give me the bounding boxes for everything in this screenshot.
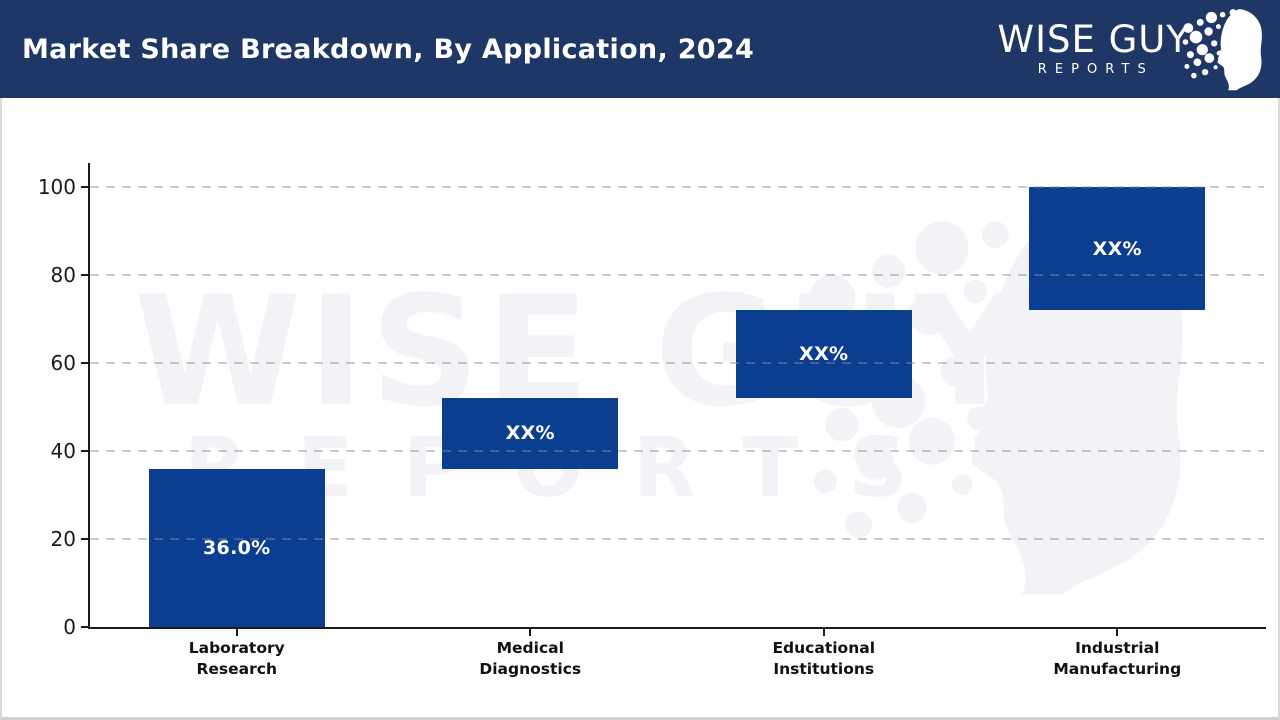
x-axis-category-line: Medical	[496, 639, 564, 657]
bar-segment: XX%	[735, 310, 912, 399]
y-axis-tick-label: 100	[37, 174, 76, 199]
x-axis-category-label: Educational Institutions	[677, 638, 971, 680]
y-axis-tick	[81, 449, 88, 452]
brand-logo: WISE GUY REPORTS	[998, 7, 1266, 91]
y-axis-spine	[88, 163, 90, 629]
chart-title: Market Share Breakdown, By Application, …	[22, 33, 755, 65]
x-axis-category-line: Manufacturing	[1053, 660, 1182, 678]
y-axis-tick	[81, 185, 88, 188]
x-axis-category-label: Laboratory Research	[90, 638, 384, 680]
x-axis-tick	[822, 629, 825, 636]
bar-segment: 36.0%	[148, 468, 325, 627]
y-axis-tick-label: 0	[63, 615, 76, 639]
x-axis-tick	[1116, 629, 1119, 636]
y-axis-tick	[81, 273, 88, 276]
gridline-60	[90, 361, 1264, 364]
y-axis-tick-label: 40	[50, 438, 76, 463]
x-axis-category-line: Research	[196, 660, 277, 678]
chart-area: WISE GUY REPORTS 02040608010036.0%Labora…	[0, 98, 1280, 720]
y-axis-tick	[81, 537, 88, 540]
x-axis-category-line: Industrial	[1075, 639, 1160, 657]
x-axis-category-line: Diagnostics	[479, 660, 582, 678]
gridline-100	[90, 185, 1264, 188]
x-axis-category-line: Laboratory	[188, 639, 285, 657]
x-axis-tick	[529, 629, 532, 636]
y-axis-tick-label: 80	[50, 262, 76, 287]
y-axis-tick-label: 20	[50, 526, 76, 551]
y-axis-tick	[81, 361, 88, 364]
brand-subtitle: REPORTS	[1037, 62, 1154, 77]
brand-logo-text: WISE GUY REPORTS	[998, 21, 1190, 77]
header-banner: Market Share Breakdown, By Application, …	[0, 0, 1280, 98]
x-axis-category-line: Institutions	[773, 660, 875, 678]
x-axis-spine	[88, 627, 1266, 629]
gridline-80	[90, 273, 1264, 276]
y-axis-tick-label: 60	[50, 350, 76, 375]
bar-segment: XX%	[442, 398, 619, 469]
gridline-20	[90, 537, 1264, 540]
bar-value-label: XX%	[1092, 237, 1142, 260]
x-axis-tick	[235, 629, 238, 636]
brand-head-icon	[1182, 7, 1266, 91]
x-axis-category-line: Educational	[772, 639, 876, 657]
brand-name: WISE GUY	[997, 18, 1190, 61]
x-axis-category-label: Industrial Manufacturing	[970, 638, 1264, 680]
bar-segment: XX%	[1029, 186, 1206, 311]
waterfall-plot: 0 20 40 60 80 100 36.0% Laboratory Research XX% Me…	[2, 98, 1278, 717]
x-axis-category-label: Medical Diagnostics	[383, 638, 677, 680]
bar-value-label: XX%	[505, 422, 555, 445]
gridline-40	[90, 449, 1264, 452]
bar-value-label: 36.0%	[203, 536, 271, 559]
y-axis-tick	[81, 626, 88, 628]
